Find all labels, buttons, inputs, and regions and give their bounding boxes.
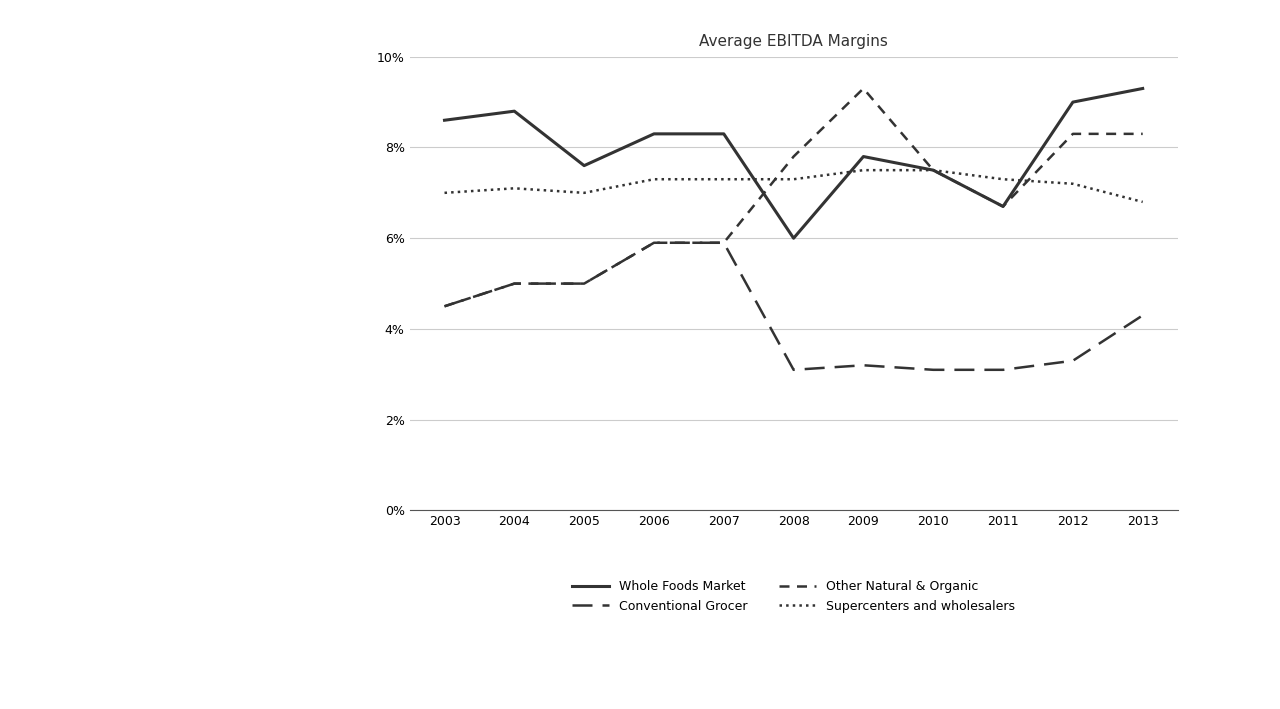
Legend: Whole Foods Market, Conventional Grocer, Other Natural & Organic, Supercenters a: Whole Foods Market, Conventional Grocer,… [567, 576, 1020, 618]
Title: Average EBITDA Margins: Average EBITDA Margins [699, 33, 888, 49]
